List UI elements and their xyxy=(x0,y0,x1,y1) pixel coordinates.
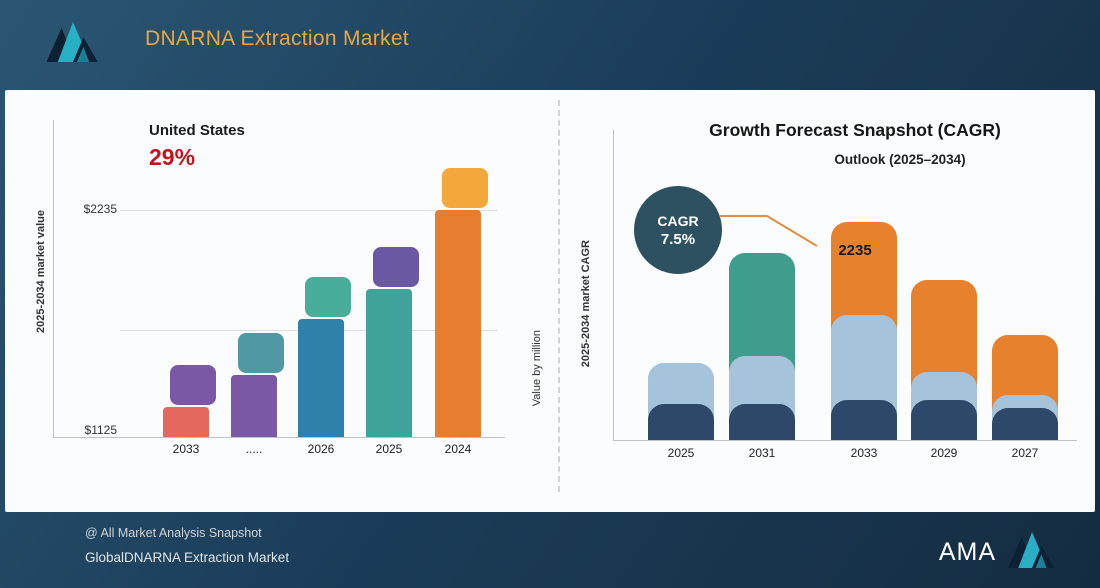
footer: @ All Market Analysis Snapshot GlobalDNA… xyxy=(0,512,1100,588)
bar xyxy=(435,210,481,437)
highlight-percent: 29% xyxy=(149,144,196,170)
bar xyxy=(231,375,277,437)
value-by-million-label: Value by million xyxy=(531,330,543,407)
stacked-bar-segment xyxy=(992,408,1058,440)
footer-ama-logo-icon xyxy=(1006,532,1058,573)
footer-market-text: GlobalDNARNA Extraction Market xyxy=(85,550,290,565)
cagr-badge-value: 7.5% xyxy=(660,230,696,248)
panel-separator xyxy=(558,100,560,492)
x-category-label: 2026 xyxy=(307,442,335,456)
x-category-label: 2031 xyxy=(748,446,776,460)
x-category-label: ..... xyxy=(245,442,263,456)
left-y-axis-label: 2025-2034 market value xyxy=(35,210,47,333)
page-title: DNARNA Extraction Market xyxy=(145,27,409,50)
left-x-axis-line xyxy=(53,437,505,438)
right-chart-title: Growth Forecast Snapshot (CAGR) xyxy=(709,120,1001,140)
right-y-axis-label: 2025-2034 market CAGR xyxy=(580,240,592,368)
x-category-label: 2033 xyxy=(172,442,200,456)
footer-brand: AMA xyxy=(939,532,1058,573)
bar-cap xyxy=(170,365,216,405)
bar xyxy=(163,407,209,437)
bar-cap xyxy=(373,247,419,287)
footer-brand-text: AMA xyxy=(938,538,996,566)
bar-cap xyxy=(238,333,284,373)
bar-cap xyxy=(442,168,488,208)
x-category-label: 2027 xyxy=(1011,446,1039,460)
y-tick-1125: $1125 xyxy=(84,423,117,437)
stacked-bar-segment xyxy=(911,400,977,440)
right-y-axis-line xyxy=(613,130,614,440)
footer-snapshot-text: @ All Market Analysis Snapshot xyxy=(85,526,262,540)
x-category-label: 2025 xyxy=(375,442,403,456)
stacked-bar-segment xyxy=(831,400,897,440)
x-category-label: 2025 xyxy=(667,446,695,460)
bar-cap xyxy=(305,277,351,317)
left-y-axis-line xyxy=(53,120,54,437)
gridline-2235 xyxy=(120,210,497,211)
ama-logo-icon xyxy=(44,22,102,67)
bar xyxy=(366,289,412,437)
bar xyxy=(298,319,344,437)
y-tick-2235: $2235 xyxy=(83,202,117,216)
region-label: United States xyxy=(149,122,245,139)
x-category-label: 2029 xyxy=(930,446,958,460)
x-category-label: 2024 xyxy=(444,442,472,456)
stacked-bar-segment xyxy=(729,404,795,440)
header: DNARNA Extraction Market xyxy=(0,0,1100,88)
cagr-badge: CAGR 7.5% xyxy=(634,186,722,274)
right-chart-subtitle: Outlook (2025–2034) xyxy=(834,152,966,167)
content-panel: 2025-2034 market value United States 29%… xyxy=(5,90,1095,512)
cagr-badge-label: CAGR xyxy=(657,212,699,229)
stacked-bar-segment xyxy=(648,404,714,440)
peak-bar-value-label: 2235 xyxy=(838,242,872,259)
x-category-label: 2033 xyxy=(850,446,878,460)
right-x-axis-line xyxy=(613,440,1077,441)
